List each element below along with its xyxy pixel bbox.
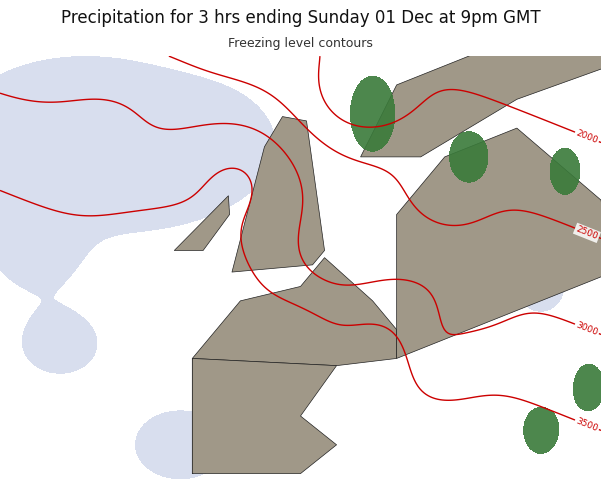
Text: 3000: 3000 [575, 321, 599, 337]
Text: Precipitation for 3 hrs ending Sunday 01 Dec at 9pm GMT: Precipitation for 3 hrs ending Sunday 01… [61, 9, 540, 27]
Text: 3500: 3500 [575, 416, 599, 433]
Text: 2500: 2500 [575, 224, 599, 241]
Text: Freezing level contours: Freezing level contours [228, 37, 373, 50]
Text: 2000: 2000 [575, 128, 599, 145]
